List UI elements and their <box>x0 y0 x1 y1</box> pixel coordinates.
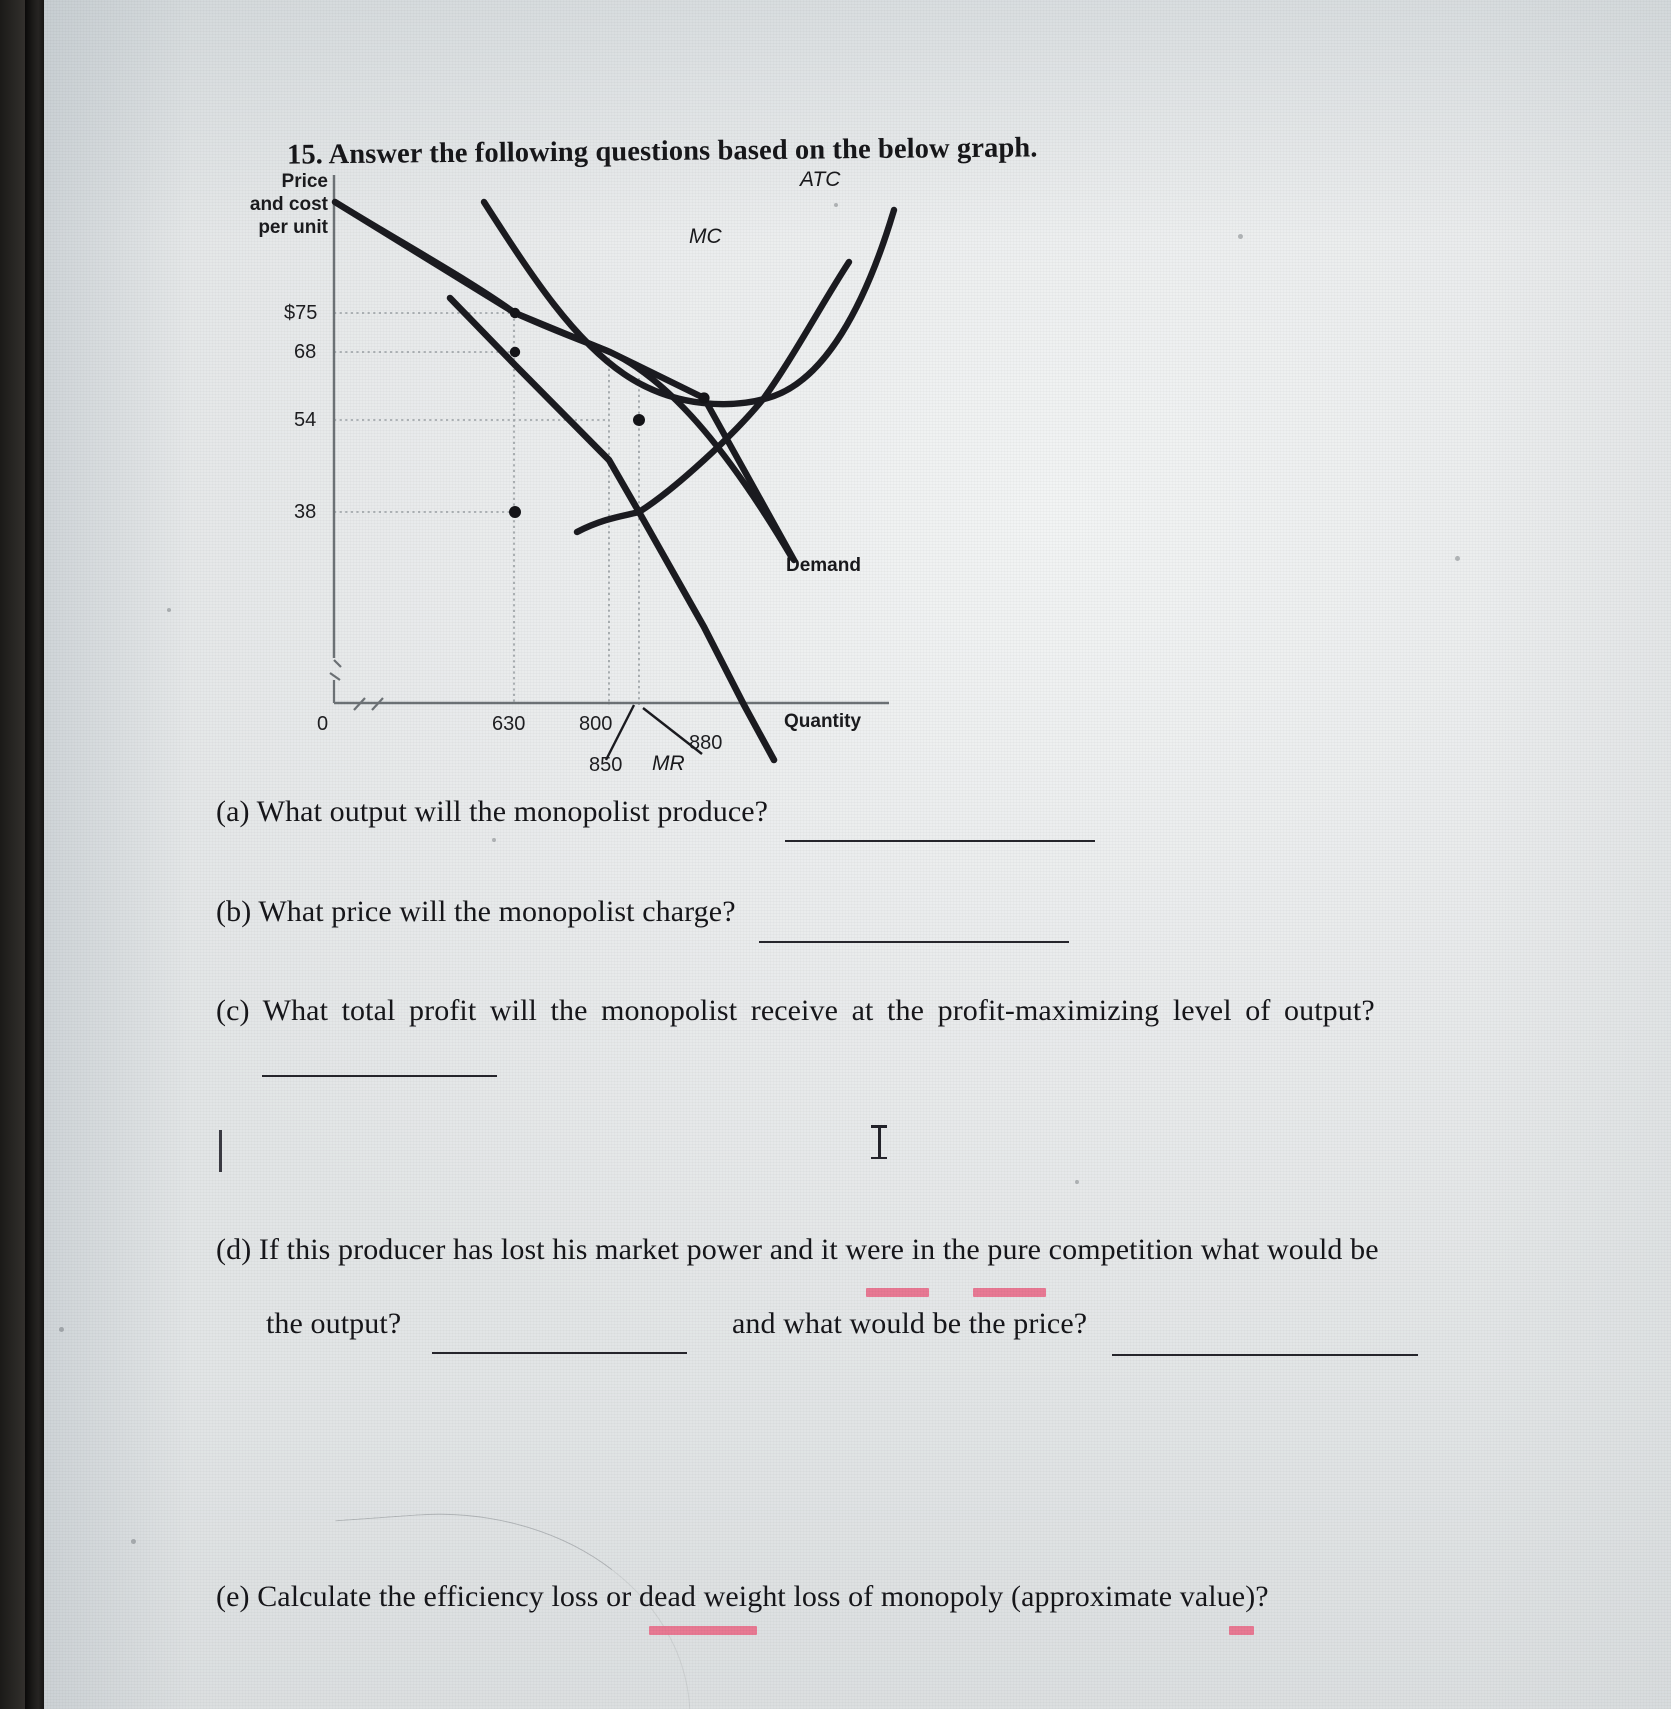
point-demand-630 <box>509 307 521 319</box>
origin-label: 0 <box>317 713 329 735</box>
y-axis-title-line-1: Price <box>281 171 328 192</box>
paper-speck <box>167 608 171 612</box>
guide-lines <box>334 312 640 705</box>
paper-speck <box>1075 1180 1079 1184</box>
y-axis-break <box>329 659 342 703</box>
highlight-mark <box>973 1288 1046 1297</box>
x-axis-title: Quantity <box>784 711 862 732</box>
question-c: (c) What total profit will the monopolis… <box>216 994 1375 1027</box>
y-axis-title-line-3: per unit <box>258 217 328 239</box>
answer-blank-b[interactable] <box>759 941 1069 943</box>
leader-lines <box>604 704 703 761</box>
paper-speck <box>834 203 838 207</box>
mc-label: MC <box>689 225 722 248</box>
paper-speck <box>131 1539 136 1544</box>
highlight-mark <box>1229 1626 1254 1635</box>
binder-shadow <box>25 0 47 1709</box>
demand-curve-smooth <box>331 198 796 562</box>
answer-blank-a[interactable] <box>785 840 1095 842</box>
y-tick-75: $75 <box>284 302 318 324</box>
y-axis-title: Price and cost per unit <box>246 170 328 240</box>
x-tick-800: 800 <box>579 713 613 735</box>
mr-label: MR <box>652 752 685 775</box>
y-tick-54: 54 <box>294 409 317 431</box>
x-tick-630: 630 <box>492 713 526 735</box>
y-tick-38: 38 <box>294 501 317 523</box>
graph-svg <box>329 175 898 764</box>
paper-speck <box>1455 556 1460 561</box>
question-d-line2-output: the output? <box>266 1307 402 1340</box>
answer-blank-c[interactable] <box>262 1075 497 1077</box>
demand-curve <box>331 198 798 564</box>
paper-speck <box>1238 234 1243 239</box>
question-d-line1: (d) If this producer has lost his market… <box>216 1233 1379 1266</box>
x-tick-850: 850 <box>589 754 623 776</box>
x-tick-880: 880 <box>689 732 723 754</box>
mc-curve <box>573 258 853 536</box>
demand-label: Demand <box>786 555 861 576</box>
pen-mark <box>219 1130 222 1172</box>
monopoly-graph: Price and cost per unit $75 68 54 38 0 6… <box>234 160 934 800</box>
y-tick-68: 68 <box>294 341 317 363</box>
intersection-points <box>509 307 710 518</box>
point-demand-800 <box>509 346 521 358</box>
point-atc-minimum <box>698 392 710 404</box>
paper-speck <box>59 1327 64 1332</box>
answer-blank-d-price[interactable] <box>1112 1354 1418 1356</box>
answer-blank-d-output[interactable] <box>432 1352 687 1354</box>
question-d-line2-price: and what would be the price? <box>732 1307 1088 1340</box>
highlight-mark <box>866 1288 929 1297</box>
paper-sheet: 15. Answer the following questions based… <box>44 0 1671 1709</box>
question-a: (a) What output will the monopolist prod… <box>216 795 769 828</box>
y-axis-title-line-2: and cost <box>249 194 328 216</box>
text-cursor-icon <box>871 1125 887 1159</box>
highlight-mark <box>649 1626 757 1635</box>
point-mc-crosses-demand <box>633 414 645 426</box>
question-b: (b) What price will the monopolist charg… <box>216 895 736 928</box>
question-e: (e) Calculate the efficiency loss or dea… <box>216 1580 1269 1613</box>
point-mr-equals-mc <box>509 506 521 518</box>
x-axis-break <box>353 697 384 711</box>
paper-speck <box>492 838 496 842</box>
atc-label: ATC <box>800 168 841 191</box>
